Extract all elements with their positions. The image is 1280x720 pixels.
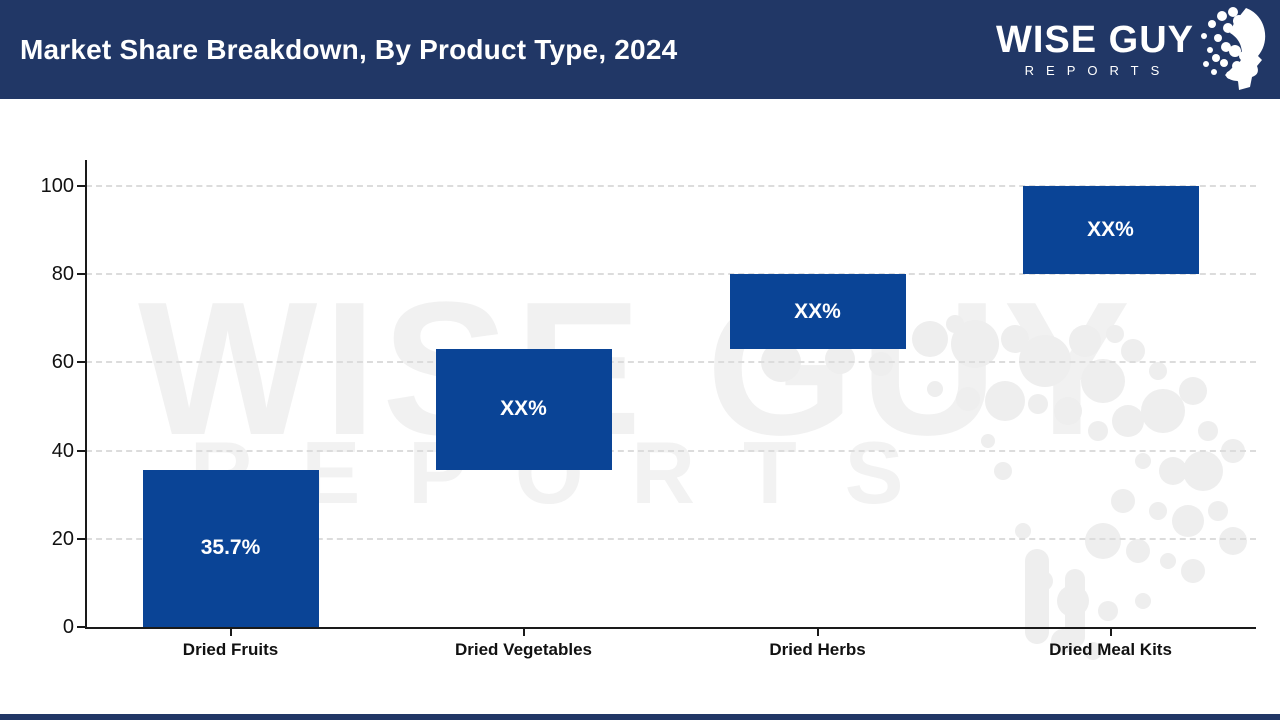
logo-subtext: REPORTS — [1024, 63, 1172, 78]
bar-dried-fruits: 35.7% — [142, 469, 319, 627]
y-tick-mark-100 — [77, 185, 86, 187]
y-tick-mark-60 — [77, 361, 86, 364]
x-category-label-dried-vegetables: Dried Vegetables — [454, 640, 592, 659]
bar-dried-herbs: XX% — [729, 274, 906, 350]
y-tick-label-100: 100 — [40, 175, 74, 197]
y-tick-mark-0 — [77, 626, 86, 628]
y-tick-label-60: 60 — [51, 351, 74, 374]
x-axis-line — [85, 627, 1256, 629]
y-tick-label-80: 80 — [51, 263, 74, 286]
x-category-label-dried-fruits: Dried Fruits — [182, 640, 279, 659]
y-tick-mark-20 — [77, 537, 86, 540]
logo-wordmark: WISE GUY — [995, 19, 1194, 61]
gridline-60 — [86, 361, 1256, 364]
bar-dried-meal-kits: XX% — [1022, 186, 1199, 275]
x-tick-mark-dried-herbs — [816, 628, 819, 636]
bar-value-label-dried-vegetables: XX% — [500, 397, 547, 421]
y-tick-label-20: 20 — [51, 527, 74, 550]
bar-dried-vegetables: XX% — [435, 349, 612, 470]
x-tick-mark-dried-vegetables — [522, 628, 525, 636]
y-axis-line — [85, 160, 87, 629]
logo-text: WISE GUY REPORTS — [996, 21, 1194, 78]
x-tick-mark-dried-fruits — [229, 628, 232, 636]
y-tick-mark-80 — [77, 273, 86, 276]
x-category-label-dried-herbs: Dried Herbs — [769, 640, 866, 659]
gridline-40 — [86, 449, 1256, 452]
gridline-20 — [86, 537, 1256, 540]
x-category-label-dried-meal-kits: Dried Meal Kits — [1049, 640, 1172, 659]
logo-head-icon — [1201, 6, 1266, 90]
header-bar: Market Share Breakdown, By Product Type,… — [0, 0, 1280, 99]
y-tick-label-40: 40 — [51, 439, 74, 462]
x-tick-mark-dried-meal-kits — [1109, 628, 1112, 636]
y-tick-label-0: 0 — [62, 616, 74, 638]
y-tick-mark-40 — [77, 449, 86, 452]
chart-area: WISE GUY REPORTS — [0, 99, 1280, 714]
bar-value-label-dried-herbs: XX% — [794, 299, 841, 323]
watermark-wordmark: WISE GUY — [138, 263, 1137, 475]
bar-value-label-dried-fruits: 35.7% — [200, 536, 261, 560]
bar-value-label-dried-meal-kits: XX% — [1087, 218, 1134, 242]
chart-title: Market Share Breakdown, By Product Type,… — [20, 33, 678, 65]
footer-bar — [0, 714, 1280, 720]
wiseguy-logo: WISE GUY REPORTS — [996, 6, 1266, 94]
gridline-80 — [86, 273, 1256, 276]
gridline-100 — [86, 185, 1256, 187]
